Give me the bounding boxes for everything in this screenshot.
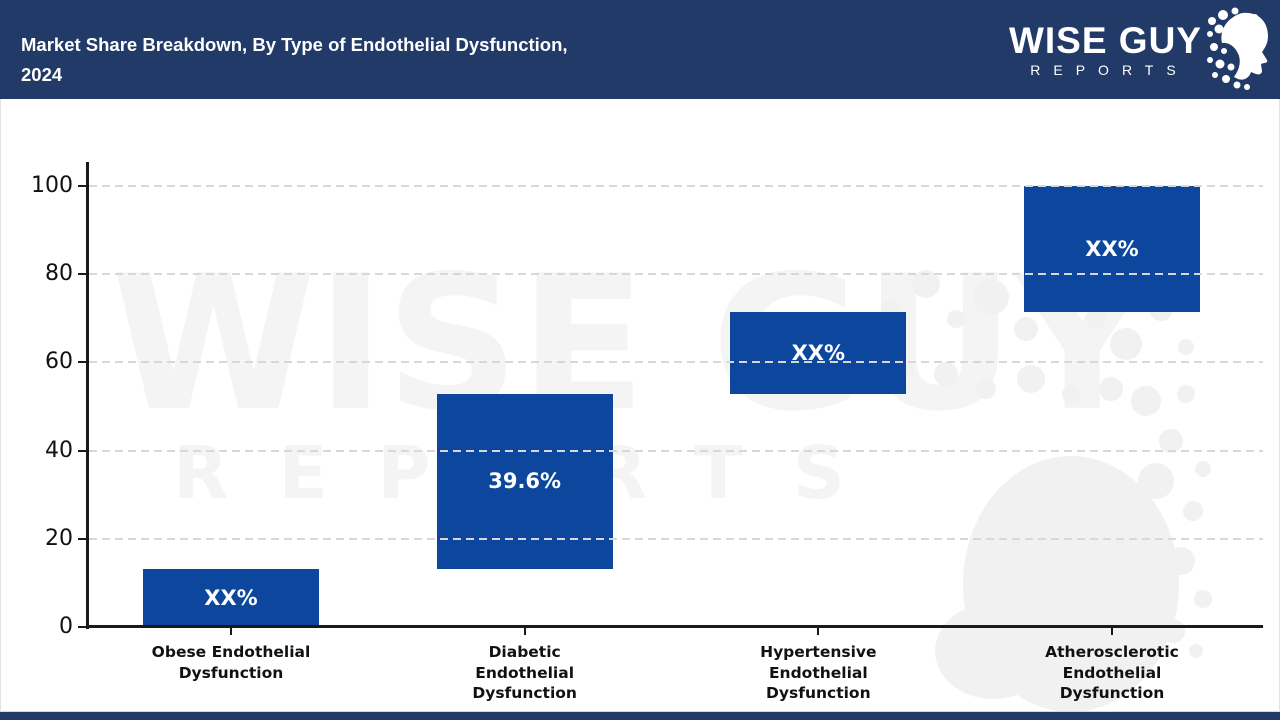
bar-value-label-1: XX% [204, 585, 258, 610]
y-tick-label-0: 0 [59, 614, 73, 639]
x-tick-4 [1111, 628, 1113, 635]
y-tick-label-40: 40 [45, 437, 73, 463]
y-tick-label-100: 100 [31, 173, 73, 198]
y-tick-label-80: 80 [45, 261, 73, 287]
y-tick-60 [78, 361, 86, 364]
x-tick-3 [817, 628, 820, 635]
x-axis-category-label-4: Atherosclerotic Endothelial Dysfunction [1045, 643, 1179, 702]
y-tick-0 [78, 626, 86, 628]
gridline-60 [89, 361, 1263, 364]
bar-value-label-4: XX% [1085, 237, 1139, 262]
page-title-line2: 2024 [21, 64, 63, 85]
watermark-wiseguy-text: WISE GUY [111, 235, 1150, 452]
y-tick-label-20: 20 [45, 525, 73, 551]
y-tick-20 [78, 537, 86, 540]
x-tick-1 [230, 628, 232, 635]
bar-segment-3 [730, 312, 907, 395]
plot-area: 0 20 40 60 80 100 XX% Obese Endothelial Dysfunc… [31, 162, 1263, 702]
y-tick-80 [78, 273, 86, 276]
x-axis-category-label-3: Hypertensive Endothelial Dysfunction [760, 643, 877, 702]
gridline-80 [89, 273, 1263, 276]
x-tick-2 [523, 628, 526, 635]
wiseguy-logo-text: WISE GUY REPORTS [1008, 19, 1202, 78]
page-title-line1: Market Share Breakdown, By Type of Endot… [21, 34, 568, 55]
gridline-100 [89, 185, 1263, 187]
x-axis-line [86, 625, 1263, 628]
bar-segment-1 [143, 568, 319, 627]
y-tick-label-60: 60 [45, 349, 73, 375]
page-title: Market Share Breakdown, By Type of Endot… [21, 30, 568, 90]
y-tick-100 [78, 185, 86, 187]
logo-wiseguy-label: WISE GUY [1008, 19, 1202, 61]
y-tick-40 [78, 449, 86, 452]
bar-segment-4 [1024, 186, 1200, 313]
wiseguy-head-icon [1207, 7, 1268, 90]
x-axis-category-label-1: Obese Endothelial Dysfunction [151, 643, 311, 682]
y-axis-line [86, 162, 89, 629]
bar-value-label-3: XX% [791, 341, 846, 366]
gridline-40 [89, 449, 1263, 452]
header-bar: Market Share Breakdown, By Type of Endot… [0, 0, 1280, 99]
logo-reports-label: REPORTS [1030, 61, 1189, 78]
bar-value-label-2: 39.6% [488, 469, 562, 494]
wiseguy-logo: WISE GUY REPORTS [1009, 0, 1270, 99]
gridline-20 [89, 537, 1263, 540]
x-axis-category-label-2: Diabetic Endothelial Dysfunction [472, 643, 577, 702]
footer-bar [0, 711, 1280, 720]
